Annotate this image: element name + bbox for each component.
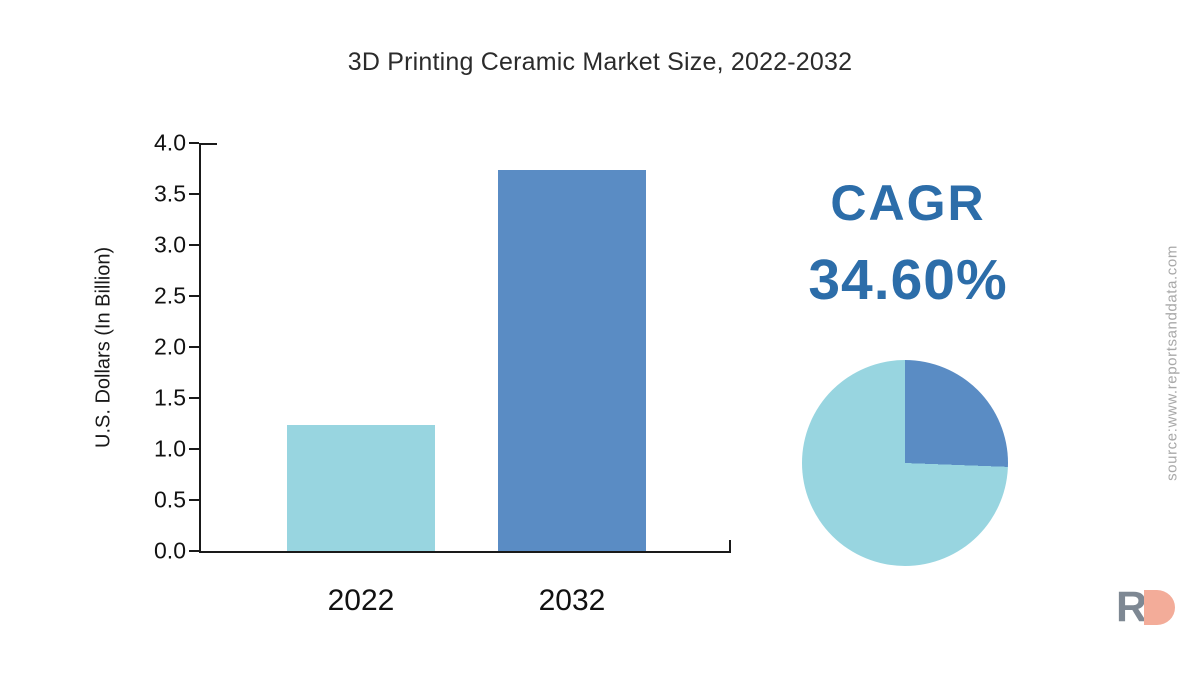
logo-letter-d-icon: D [1144,589,1176,625]
y-tick [189,397,199,399]
pie-chart [802,360,1008,566]
y-tick-label: 2.5 [154,282,186,309]
y-tick [189,244,199,246]
y-tick [189,499,199,501]
y-tick [189,193,199,195]
y-axis-top-tick [201,143,217,145]
cagr-value: 34.60% [808,248,1008,312]
y-tick [189,550,199,552]
y-tick-label: 3.0 [154,231,186,258]
y-tick [189,448,199,450]
bar-plot-area: 0.0 0.5 1.0 1.5 2.0 2.5 3.0 3.5 4.0 2022 2032 [154,130,731,617]
cagr-label: CAGR [830,175,986,231]
x-tick-label: 2022 [327,584,395,617]
cagr-annotation: CAGR 34.60% [758,178,1058,309]
y-tick-label: 0.0 [154,537,186,564]
source-watermark: source:www.reportsanddata.com [1163,245,1181,481]
logo-letter-r: R [1116,583,1148,631]
y-tick [189,346,199,348]
bar-2032 [498,169,646,551]
y-tick-label: 1.0 [154,435,186,462]
y-tick-label: 3.5 [154,180,186,207]
y-tick [189,142,199,144]
y-axis-label: U.S. Dollars (In Billion) [92,246,115,448]
y-tick-label: 0.5 [154,486,186,513]
chart-title: 3D Printing Ceramic Market Size, 2022-20… [347,48,853,76]
y-tick [189,295,199,297]
y-tick-label: 1.5 [154,384,186,411]
bar-2022 [287,424,435,551]
x-tick-label: 2032 [538,584,606,617]
reports-and-data-logo: R D [1116,583,1176,631]
x-axis-end-tick [729,540,731,551]
y-tick-label: 4.0 [154,129,186,156]
y-tick-label: 2.0 [154,333,186,360]
